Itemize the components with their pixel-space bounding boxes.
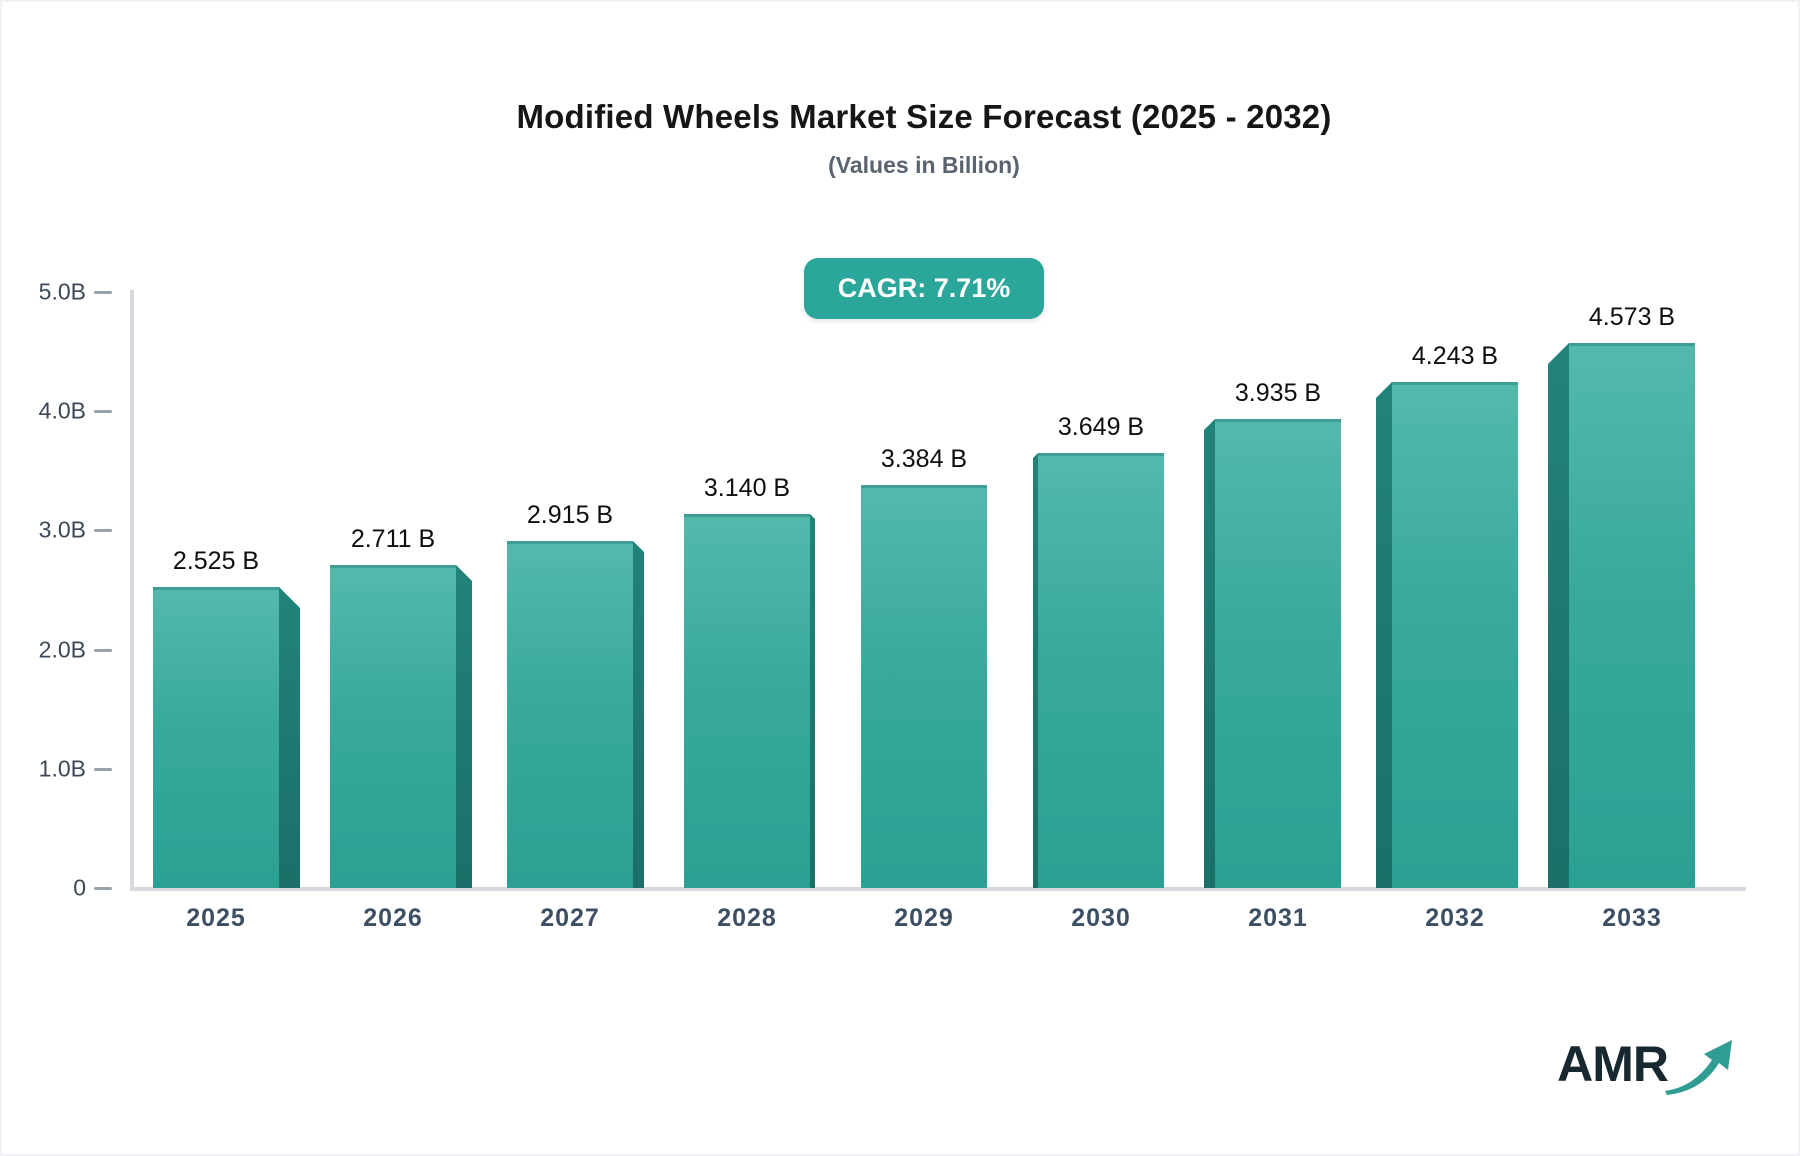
y-axis-tick <box>94 648 112 652</box>
y-axis-tick-label: 1.0B <box>38 755 86 782</box>
bar-value-label: 4.243 B <box>1411 342 1499 370</box>
bar-2030 <box>1038 453 1164 888</box>
x-axis-label-2033: 2033 <box>1602 904 1662 932</box>
y-axis-tick <box>94 887 112 890</box>
bar-2032 <box>1392 382 1518 888</box>
x-axis-label-2032: 2032 <box>1425 904 1485 932</box>
bar-3d-side <box>633 541 644 888</box>
bar-2025 <box>153 587 279 888</box>
bar-value-label: 3.384 B <box>880 445 968 473</box>
y-axis-tick-label: 4.0B <box>38 397 86 424</box>
cagr-badge: CAGR: 7.71% <box>803 258 1045 319</box>
growth-arrow-icon <box>1665 1040 1732 1095</box>
bar-3d-side <box>810 514 815 888</box>
chart-title: Modified Wheels Market Size Forecast (20… <box>516 98 1332 135</box>
x-axis-label-2028: 2028 <box>717 904 777 932</box>
y-axis-tick-label: 2.0B <box>38 636 86 663</box>
y-axis-tick-label: 3.0B <box>38 516 86 543</box>
bar-2027 <box>507 541 633 888</box>
x-axis-label-2027: 2027 <box>540 904 600 932</box>
bar-value-label: 4.573 B <box>1588 303 1676 331</box>
bar-value-label: 3.140 B <box>703 474 791 502</box>
bar-value-label: 2.711 B <box>350 525 436 553</box>
cagr-badge-wrap: CAGR: 7.71% <box>24 258 1798 319</box>
bar-value-label: 2.915 B <box>526 501 614 529</box>
bar-value-label: 3.649 B <box>1057 413 1145 441</box>
x-axis-label-2026: 2026 <box>363 904 423 932</box>
bar-3d-side <box>1548 343 1569 888</box>
bar-2028 <box>684 514 810 888</box>
x-axis-label-2029: 2029 <box>894 904 954 932</box>
bar-2026 <box>330 565 456 888</box>
bar-3d-side <box>1033 453 1038 888</box>
x-axis-line <box>130 887 1746 891</box>
bar-value-label: 2.525 B <box>172 547 260 575</box>
bar-3d-side <box>1376 382 1392 888</box>
y-axis-tick-label: 0 <box>73 874 86 901</box>
bar-2033 <box>1569 343 1695 888</box>
y-axis-tick <box>94 767 112 771</box>
amr-logo-text: AMR <box>1557 1036 1669 1092</box>
bar-3d-side <box>279 587 300 888</box>
bar-3d-side <box>1204 419 1215 888</box>
y-axis-tick-label: 5.0B <box>38 278 86 305</box>
x-axis-label-2025: 2025 <box>186 904 246 932</box>
y-axis-tick <box>94 529 112 533</box>
chart-subtitle: (Values in Billion) <box>828 152 1020 178</box>
y-axis-tick <box>94 291 112 294</box>
y-axis-tick <box>94 410 112 414</box>
bar-3d-side <box>456 565 472 888</box>
bar-2029 <box>861 485 987 888</box>
amr-logo: AMR <box>1557 1030 1736 1098</box>
x-axis-label-2030: 2030 <box>1071 904 1131 932</box>
y-axis-line <box>130 290 134 889</box>
bar-2031 <box>1215 419 1341 888</box>
bar-value-label: 3.935 B <box>1234 379 1322 407</box>
x-axis-label-2031: 2031 <box>1248 904 1308 932</box>
